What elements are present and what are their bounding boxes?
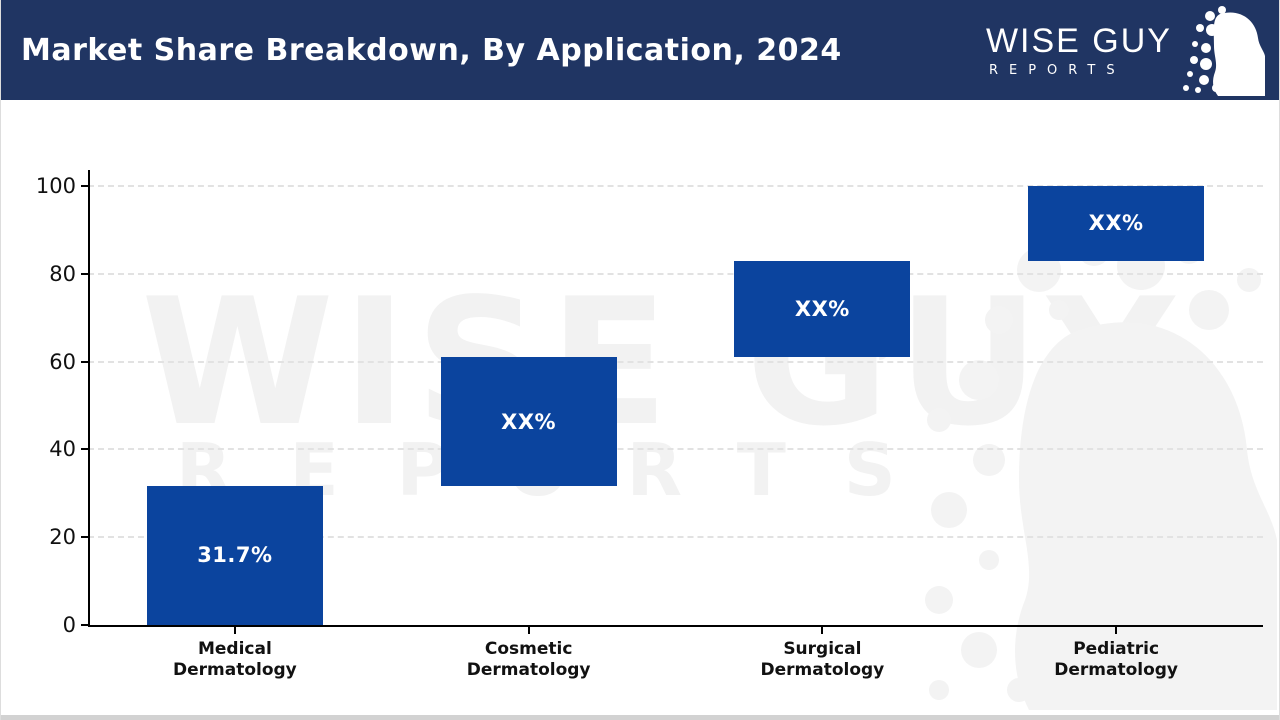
y-tick-mark-60 xyxy=(81,360,88,363)
y-tick-label: 20 xyxy=(49,525,76,550)
header-bar: Market Share Breakdown, By Application, … xyxy=(1,0,1279,100)
y-tick-mark-20 xyxy=(81,536,88,539)
x-axis-line xyxy=(88,625,1263,627)
y-tick-mark-100 xyxy=(81,185,88,187)
category-label-line2: Dermatology xyxy=(172,660,297,681)
gridline-60 xyxy=(88,360,1263,363)
category-label-line2: Dermatology xyxy=(760,660,885,681)
plot-area: 0 20 40 60 80 100 31.7% Medical Dermatology XX% Co… xyxy=(1,100,1279,714)
logo-head-icon xyxy=(1183,6,1265,96)
bar-segment: XX% xyxy=(440,357,617,486)
gridline-40 xyxy=(88,448,1263,451)
y-tick-mark-80 xyxy=(81,272,88,275)
category-label: Surgical Dermatology xyxy=(760,639,884,682)
y-tick-label: 100 xyxy=(35,174,76,198)
x-tick-mark xyxy=(821,627,824,634)
logo-text: WISE GUY REPORTS xyxy=(986,24,1172,77)
category-label: Pediatric Dermatology xyxy=(1054,639,1178,682)
category-label-line2: Dermatology xyxy=(466,660,591,681)
watermark-wordmark: WISE GUY xyxy=(141,262,1183,465)
gridline-100 xyxy=(88,185,1263,187)
logo-subtitle: REPORTS xyxy=(988,62,1126,78)
category-label-line1: Cosmetic xyxy=(484,639,573,659)
category-label: Cosmetic Dermatology xyxy=(467,639,591,682)
y-tick-label: 60 xyxy=(49,349,76,374)
gridline-80 xyxy=(88,272,1263,275)
y-tick-mark-40 xyxy=(81,448,88,451)
wise-guy-logo: WISE GUY REPORTS xyxy=(986,4,1265,96)
x-tick-mark xyxy=(527,627,530,634)
y-axis-line xyxy=(88,170,90,627)
gridline-20 xyxy=(88,536,1263,539)
chart-title: Market Share Breakdown, By Application, … xyxy=(21,32,842,68)
bar-value-label: XX% xyxy=(501,409,557,434)
category-label-line1: Pediatric xyxy=(1073,639,1160,659)
category-label-line1: Medical xyxy=(197,639,272,659)
bar-segment: XX% xyxy=(1028,186,1205,261)
y-tick-label: 40 xyxy=(49,437,76,462)
category-label-line2: Dermatology xyxy=(1054,660,1179,681)
x-tick-mark xyxy=(1115,627,1118,634)
bottom-border-strip xyxy=(1,715,1279,720)
bar-segment: XX% xyxy=(734,260,911,358)
y-tick-label: 0 xyxy=(62,613,76,637)
y-tick-mark-0 xyxy=(81,624,88,626)
y-tick-label: 80 xyxy=(49,261,76,286)
category-label-line1: Surgical xyxy=(783,639,862,659)
bar-value-label: XX% xyxy=(1088,211,1144,236)
category-label: Medical Dermatology xyxy=(173,639,297,682)
bar-segment: 31.7% xyxy=(146,485,323,625)
x-tick-mark xyxy=(233,627,236,634)
bar-value-label: XX% xyxy=(794,296,850,321)
bar-value-label: 31.7% xyxy=(197,543,273,568)
logo-wordmark: WISE GUY xyxy=(985,21,1172,60)
